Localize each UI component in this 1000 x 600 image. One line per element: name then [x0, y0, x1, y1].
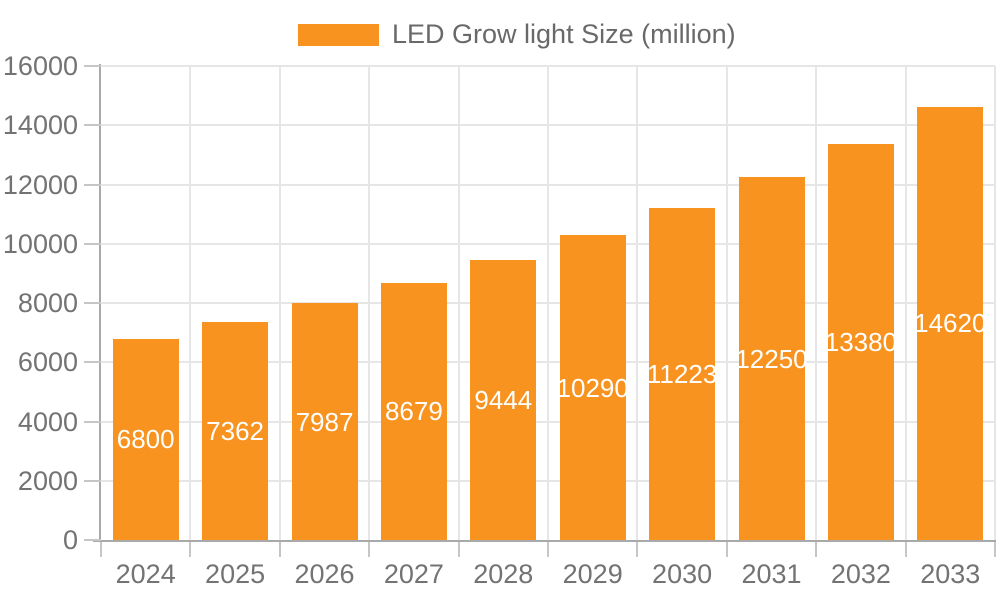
x-axis-label: 2026: [294, 559, 355, 589]
x-axis-label: 2031: [741, 559, 802, 589]
bar-2026[interactable]: [291, 303, 358, 540]
grid-line-vertical: [815, 66, 818, 540]
x-axis-tick: [904, 542, 907, 557]
y-axis-tick: [84, 302, 101, 304]
grid-line-vertical: [547, 66, 549, 540]
bar-value-label: 12250: [735, 343, 808, 374]
bar-2031[interactable]: [738, 177, 805, 540]
bar-2033[interactable]: [917, 106, 984, 540]
bar-value-label: 9444: [474, 385, 533, 416]
y-axis-tick: [84, 124, 101, 127]
x-axis-tick: [636, 542, 639, 557]
x-axis-label: 2032: [830, 559, 891, 589]
bar-value-label: 8679: [384, 396, 443, 427]
y-axis-label: 2000: [17, 465, 78, 496]
bar-2027[interactable]: [380, 282, 447, 540]
x-axis-label: 2024: [115, 559, 176, 589]
y-axis-tick: [84, 242, 101, 245]
bar-value-label: 10290: [556, 372, 629, 403]
bar-value-label: 14620: [914, 308, 987, 339]
bar-2029[interactable]: [559, 235, 626, 540]
bar-value-label: 11223: [646, 358, 718, 389]
grid-line-vertical: [636, 66, 639, 540]
bar-value-label: 7362: [206, 415, 265, 446]
x-axis-tick: [457, 542, 460, 557]
y-axis-label: 12000: [2, 169, 78, 200]
x-axis-label: 2028: [473, 559, 534, 589]
x-axis-tick: [725, 542, 728, 557]
legend-label: LED Grow light Size (million): [392, 19, 736, 49]
x-axis-tick: [994, 542, 996, 557]
y-axis-tick: [84, 479, 101, 482]
bar-2024[interactable]: [112, 338, 179, 540]
bar-value-label: 7987: [295, 406, 354, 437]
bar-2030[interactable]: [649, 207, 716, 540]
y-axis-label: 4000: [17, 406, 78, 437]
grid-line-vertical: [904, 66, 907, 540]
bar-2028[interactable]: [470, 260, 537, 540]
y-axis-label: 8000: [17, 288, 78, 318]
bar-2025[interactable]: [202, 321, 269, 540]
y-axis-label: 16000: [2, 51, 78, 81]
grid-line-vertical: [457, 66, 460, 540]
x-axis-tick: [278, 542, 281, 557]
bar-value-label: 13380: [824, 326, 898, 357]
y-axis-label: 0: [62, 525, 78, 555]
x-axis-tick: [189, 542, 192, 557]
y-axis-label: 14000: [2, 110, 78, 141]
grid-line-vertical: [189, 66, 192, 540]
x-axis-label: 2030: [652, 559, 713, 589]
y-axis-tick: [84, 361, 101, 364]
bar-2032[interactable]: [827, 143, 894, 540]
legend-item[interactable]: LED Grow light Size (million): [298, 21, 736, 48]
x-axis-label: 2027: [383, 559, 444, 589]
grid-line-vertical: [994, 66, 996, 540]
y-axis-tick: [84, 539, 101, 541]
x-axis-tick: [368, 542, 371, 557]
x-axis-label: 2033: [920, 559, 981, 589]
grid-line-vertical: [278, 66, 281, 540]
x-axis-label: 2029: [562, 559, 623, 589]
legend-swatch: [298, 23, 379, 46]
y-axis-tick: [84, 420, 101, 423]
grid-line-vertical: [368, 66, 371, 540]
grid-line-vertical: [725, 66, 728, 540]
x-axis-label: 2025: [205, 559, 266, 589]
y-axis-label: 6000: [17, 347, 78, 378]
bar-value-label: 6800: [116, 424, 175, 455]
y-axis-tick: [84, 183, 101, 186]
y-axis-tick: [84, 65, 101, 67]
x-axis-tick: [100, 542, 102, 557]
x-axis-line: [93, 540, 996, 542]
x-axis-tick: [547, 542, 549, 557]
y-axis-label: 10000: [2, 228, 78, 259]
x-axis-tick: [815, 542, 818, 557]
